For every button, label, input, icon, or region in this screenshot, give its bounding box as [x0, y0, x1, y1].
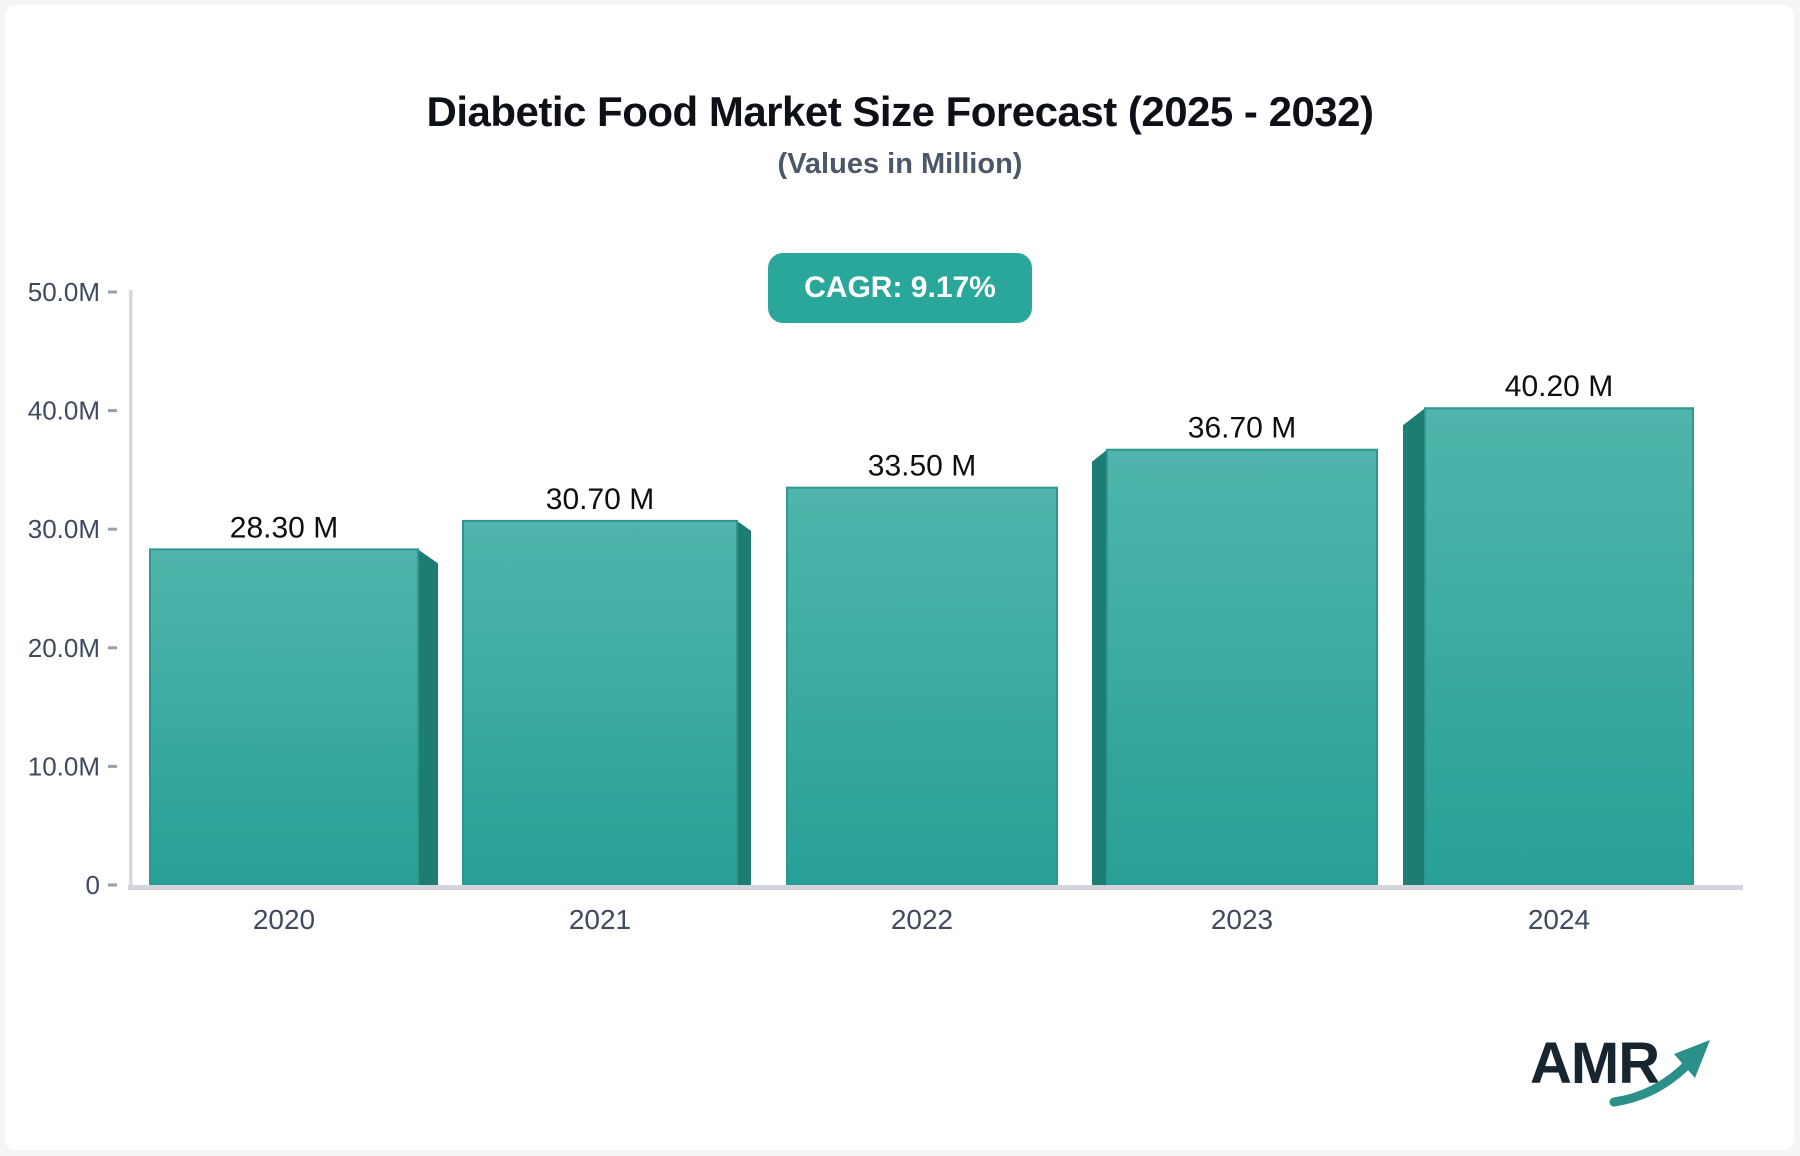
bar-2024 [1424, 407, 1694, 886]
y-tick-label: 50.0M [28, 277, 100, 307]
chart-title: Diabetic Food Market Size Forecast (2025… [426, 88, 1374, 135]
y-tick [108, 527, 117, 531]
cagr-badge: CAGR: 9.17% [768, 253, 1032, 323]
x-axis-line [128, 885, 1743, 890]
bar-value-label-2021: 30.70 M [546, 483, 654, 516]
y-tick [108, 646, 117, 650]
cagr-badge-wrap: CAGR: 9.17% [0, 253, 1800, 323]
bar-2024-side [1403, 408, 1425, 885]
y-tick [108, 409, 117, 413]
x-tick-label-2020: 2020 [253, 904, 315, 935]
bar-2023 [1106, 448, 1378, 886]
bar-2021 [462, 519, 738, 886]
y-tick [108, 290, 117, 294]
growth-arrow-icon [1609, 1040, 1710, 1107]
bar-value-label-2024: 40.20 M [1505, 370, 1613, 403]
bar-2020 [149, 548, 419, 886]
x-tick-label-2023: 2023 [1211, 904, 1273, 935]
bar-2023-side [1092, 449, 1107, 885]
y-tick [108, 764, 117, 768]
amr-logo-text: AMR [1530, 1031, 1660, 1096]
bar-value-label-2020: 28.30 M [230, 511, 338, 544]
y-tick-label: 20.0M [28, 633, 100, 663]
bar-2021-side [737, 520, 751, 885]
y-tick-label: 10.0M [28, 751, 100, 781]
bar-2022 [786, 486, 1058, 886]
y-tick [108, 883, 117, 887]
amr-logo: AMR [1530, 1030, 1730, 1120]
bar-value-label-2023: 36.70 M [1188, 412, 1296, 445]
y-tick-label: 30.0M [28, 514, 100, 544]
x-tick-label-2024: 2024 [1528, 904, 1590, 935]
bar-2020-side [418, 549, 438, 885]
bar-chart: 0 10.0M 20.0M 30.0M 40.0M 50.0M 28.30 M 2020 30.… [28, 277, 1743, 935]
bar-value-label-2022: 33.50 M [868, 450, 976, 483]
x-tick-label-2022: 2022 [891, 904, 953, 935]
y-axis-line [129, 290, 133, 889]
x-tick-label-2021: 2021 [569, 904, 631, 935]
chart-subtitle: (Values in Million) [777, 148, 1023, 180]
y-tick-label: 0 [86, 870, 100, 900]
y-tick-label: 40.0M [28, 396, 100, 426]
